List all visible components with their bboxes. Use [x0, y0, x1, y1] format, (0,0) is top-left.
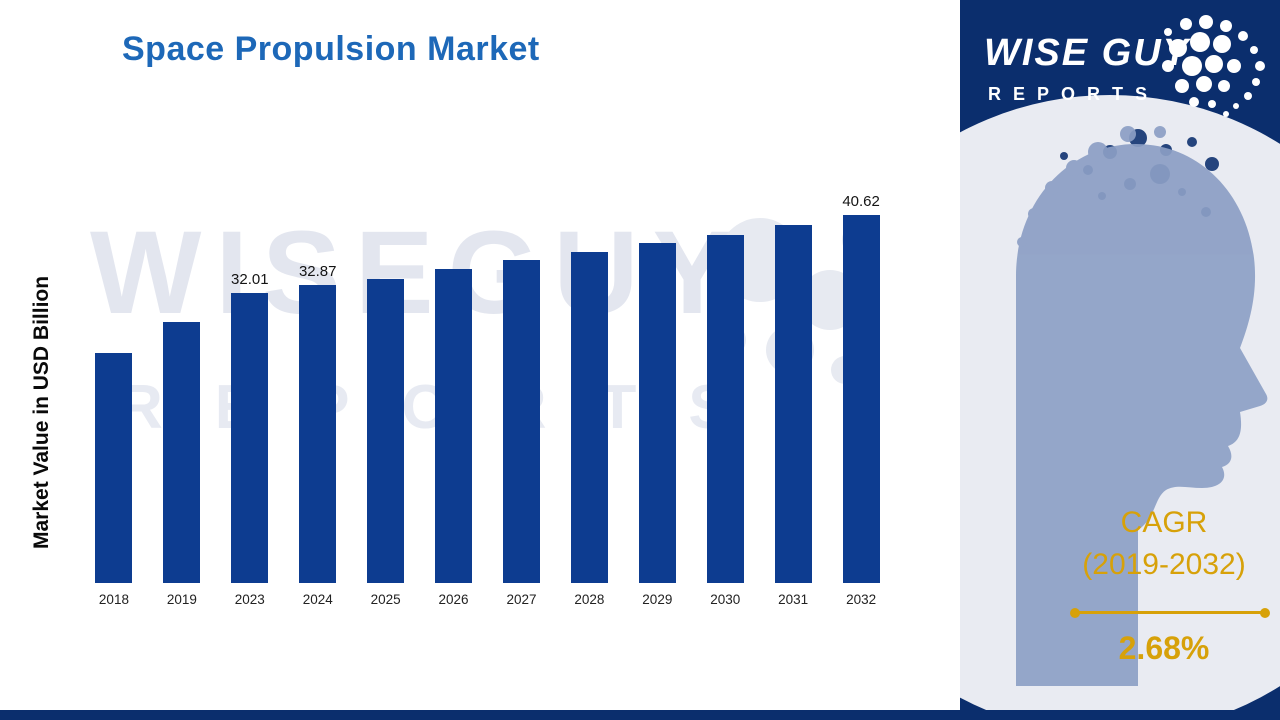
- x-axis-tick-label: 2027: [506, 592, 537, 607]
- chart-title: Space Propulsion Market: [122, 30, 540, 68]
- bar-group-2032: 40.62 2032: [827, 183, 895, 607]
- bar-group-2030: 2030: [691, 183, 759, 607]
- logo-reports-text: REPORTS: [988, 84, 1160, 104]
- bar-group-2027: 2027: [488, 183, 556, 607]
- wise-guy-reports-logo: WISE GUY REPORTS: [960, 0, 1280, 130]
- x-axis-tick-label: 2019: [166, 592, 197, 607]
- logo-dotted-head-icon: [1162, 15, 1265, 117]
- bar: [163, 322, 201, 583]
- x-axis-tick-label: 2018: [98, 592, 129, 607]
- bar: [842, 215, 880, 583]
- bar: [299, 285, 337, 583]
- bar: [570, 252, 608, 583]
- bar-value-label: 32.87: [298, 263, 337, 280]
- bar-group-2024: 32.87 2024: [284, 183, 352, 607]
- cagr-underline: [1070, 607, 1270, 618]
- x-axis-tick-label: 2026: [438, 592, 469, 607]
- x-axis-tick-label: 2028: [574, 592, 605, 607]
- cagr-value: 2.68%: [1118, 630, 1210, 666]
- bar-group-2018: 2018: [80, 183, 148, 607]
- cagr-label: CAGR: [1120, 506, 1208, 539]
- bar: [638, 243, 676, 583]
- bar: [231, 293, 269, 583]
- cagr-period: (2019-2032): [1082, 548, 1246, 581]
- bar-group-2031: 2031: [759, 183, 827, 607]
- bar-group-2026: 2026: [420, 183, 488, 607]
- bar-group-2023: 32.01 2023: [216, 183, 284, 607]
- head-silhouette-icon: [1016, 126, 1268, 686]
- bar-chart: 2018 2019 32.01 2023 32.87 2024 2025 2026 2027 20…: [80, 183, 895, 607]
- x-axis-tick-label: 2031: [778, 592, 809, 607]
- bar-group-2025: 2025: [352, 183, 420, 607]
- footer-bar: [0, 710, 1280, 720]
- y-axis-label: Market Value in USD Billion: [30, 275, 53, 550]
- bar: [502, 260, 540, 583]
- x-axis-tick-label: 2025: [370, 592, 401, 607]
- bar-group-2029: 2029: [623, 183, 691, 607]
- bar-group-2019: 2019: [148, 183, 216, 607]
- x-axis-tick-label: 2029: [642, 592, 673, 607]
- x-axis-tick-label: 2030: [710, 592, 741, 607]
- bar: [706, 235, 744, 583]
- bar-value-label: 40.62: [842, 193, 880, 210]
- bar-value-label: 32.01: [231, 271, 269, 288]
- x-axis-tick-label: 2032: [846, 592, 877, 607]
- bar-group-2028: 2028: [555, 183, 623, 607]
- bar: [367, 279, 405, 583]
- x-axis-tick-label: 2024: [302, 592, 333, 607]
- logo-wiseguy-text: WISE GUY: [984, 32, 1191, 74]
- watermark-reports-text: REPORTS: [118, 372, 782, 443]
- cagr-block: CAGR (2019-2032): [1060, 506, 1268, 582]
- x-axis-tick-label: 2023: [234, 592, 265, 607]
- brand-panel: WISE GUY REPORTS CAGR (2019-2032) 2.6: [960, 0, 1280, 720]
- bar: [435, 269, 473, 583]
- bar: [95, 353, 133, 583]
- watermark-wiseguy-text: WISEGUY: [90, 207, 746, 339]
- bar: [774, 225, 812, 583]
